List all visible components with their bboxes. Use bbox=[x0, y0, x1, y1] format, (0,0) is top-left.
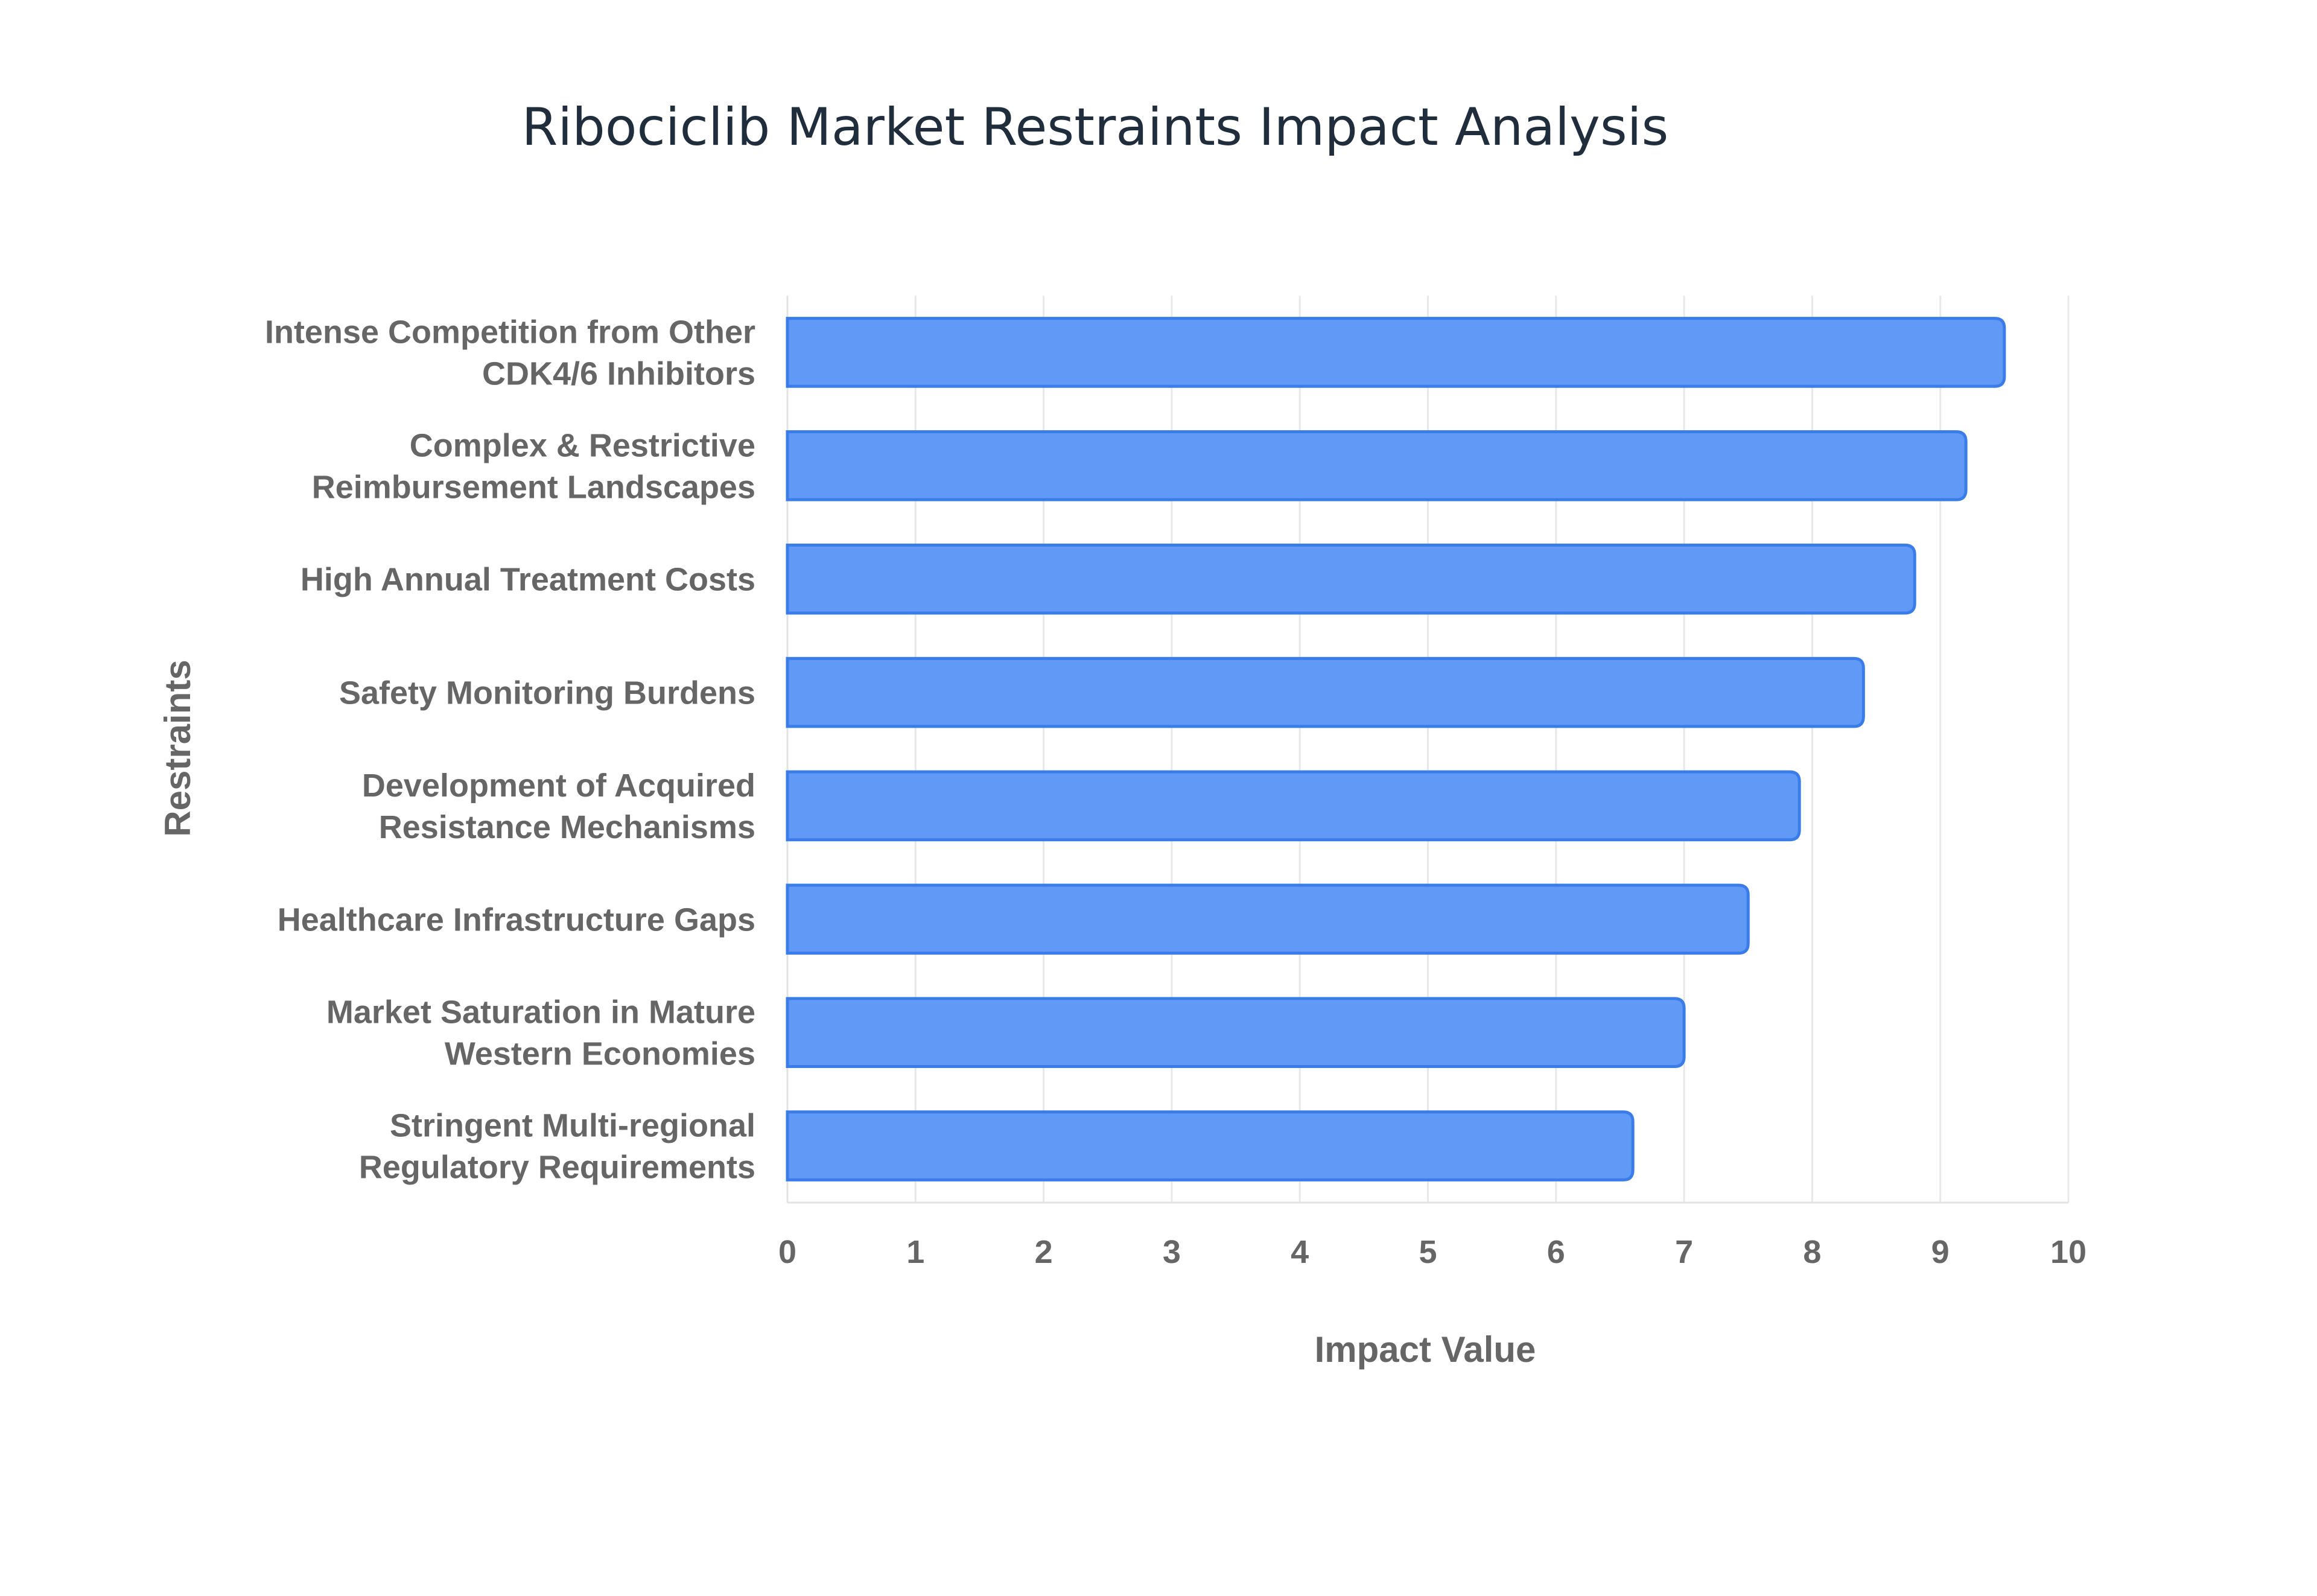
x-tick-labels: 0 1 2 3 4 5 6 7 8 9 10 bbox=[778, 1234, 2087, 1270]
bar-2 bbox=[786, 543, 1916, 615]
y-axis-title: Restraints bbox=[157, 660, 198, 836]
category-labels: Intense Competition from Other CDK4/6 Inh… bbox=[265, 314, 755, 1185]
bar-4 bbox=[786, 770, 1801, 842]
bar-3 bbox=[786, 657, 1865, 728]
category-label-5: Healthcare Infrastructure Gaps bbox=[278, 901, 755, 938]
x-axis-title: Impact Value bbox=[1315, 1329, 1536, 1370]
category-label-2: High Annual Treatment Costs bbox=[300, 562, 755, 598]
x-tick-label-7: 7 bbox=[1675, 1234, 1693, 1270]
category-label-4: Development of Acquired Resistance Mechan… bbox=[362, 768, 755, 845]
category-label-7: Stringent Multi-regional Regulatory Requi… bbox=[359, 1108, 755, 1186]
category-label-6: Market Saturation in Mature Western Econo… bbox=[326, 994, 755, 1072]
bar-6 bbox=[786, 997, 1686, 1069]
x-tick-label-5: 5 bbox=[1419, 1234, 1437, 1270]
x-tick-label-1: 1 bbox=[906, 1234, 924, 1270]
x-tick-label-0: 0 bbox=[778, 1234, 796, 1270]
x-tick-label-3: 3 bbox=[1163, 1234, 1181, 1270]
x-tick-label-8: 8 bbox=[1803, 1234, 1821, 1270]
category-label-1: Complex & Restrictive Reimbursement Lands… bbox=[312, 427, 755, 505]
x-tick-label-2: 2 bbox=[1035, 1234, 1053, 1270]
x-tick-label-10: 10 bbox=[2050, 1234, 2087, 1270]
bars bbox=[786, 317, 2006, 1181]
chart-title: Ribociclib Market Restraints Impact Anal… bbox=[522, 97, 1669, 157]
bar-7 bbox=[786, 1110, 1635, 1181]
bar-1 bbox=[786, 430, 1968, 501]
category-label-3: Safety Monitoring Burdens bbox=[339, 675, 755, 711]
category-label-0: Intense Competition from Other CDK4/6 Inh… bbox=[265, 314, 755, 392]
bar-0 bbox=[786, 317, 2006, 388]
bar-5 bbox=[786, 883, 1750, 955]
x-tick-label-6: 6 bbox=[1547, 1234, 1565, 1270]
x-tick-label-9: 9 bbox=[1931, 1234, 1950, 1270]
x-tick-label-4: 4 bbox=[1291, 1234, 1309, 1270]
